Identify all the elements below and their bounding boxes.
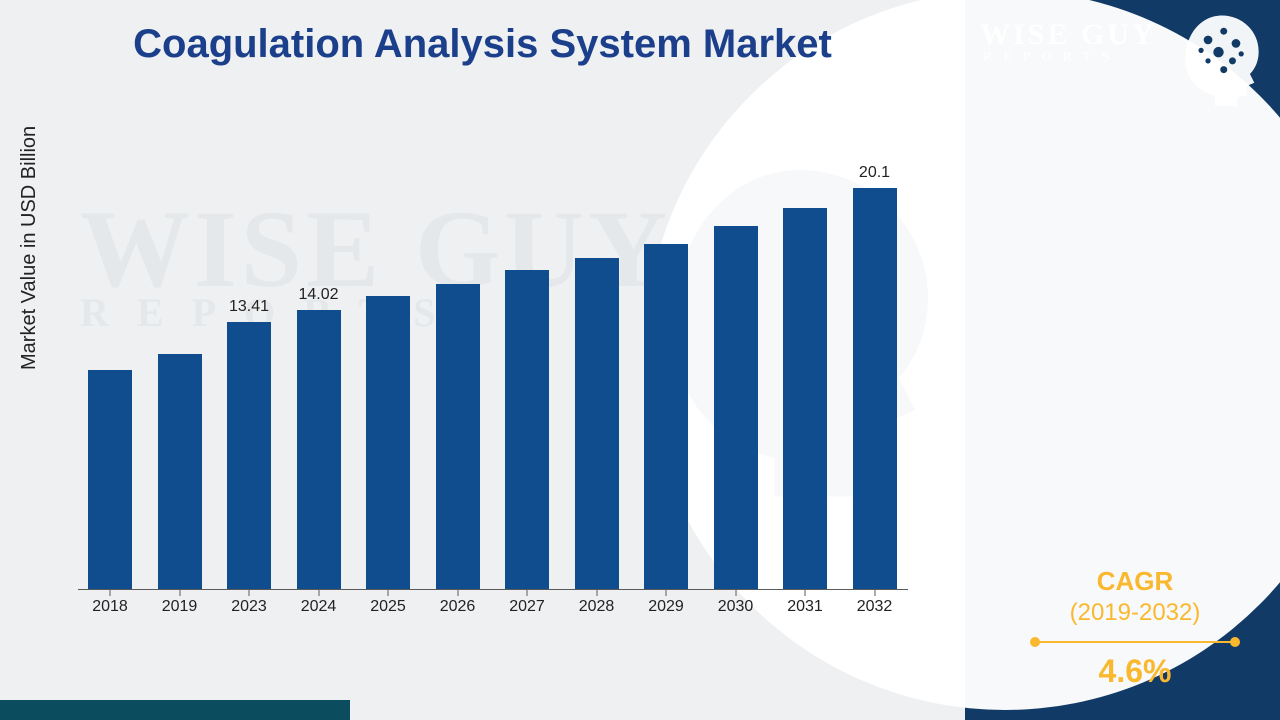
brand-logo: WISE GUY REPORTS [980,18,1260,66]
bar [505,270,549,590]
x-tick-mark [874,590,875,596]
x-tick-mark [805,590,806,596]
x-tick-label: 2031 [787,598,823,616]
x-tick-label: 2026 [440,598,476,616]
chart-plot: 13.4114.0220.1 2018201920232024202520262… [78,150,908,590]
bar-value-label: 20.1 [859,164,890,182]
footer-strip [0,700,350,720]
cagr-separator [1035,641,1235,643]
x-tick-label: 2028 [579,598,615,616]
bar [158,354,202,590]
cagr-value: 4.6% [990,653,1280,690]
chart-title: Coagulation Analysis System Market [0,22,965,67]
x-tick-label: 2029 [648,598,684,616]
x-tick-label: 2024 [301,598,337,616]
bar [575,258,619,590]
x-tick-label: 2027 [509,598,545,616]
bar: 14.02 [297,310,341,590]
cagr-label: CAGR [990,566,1280,597]
x-tick-mark [457,590,458,596]
x-tick-mark [388,590,389,596]
cagr-block: CAGR (2019-2032) 4.6% [990,566,1280,690]
bar: 20.1 [853,188,897,590]
bar [366,296,410,590]
x-tick-mark [110,590,111,596]
bar-group: 13.41 14.02 20.1 [78,150,908,590]
x-tick-label: 2023 [231,598,267,616]
x-tick-mark [666,590,667,596]
bar [783,208,827,590]
x-tick-mark [249,590,250,596]
x-tick-label: 2018 [92,598,128,616]
brand-head-icon [1178,12,1266,108]
x-tick-mark [735,590,736,596]
cagr-period: (2019-2032) [990,599,1280,627]
bar [644,244,688,590]
bar-value-label: 14.02 [298,286,338,304]
x-tick-label: 2032 [857,598,893,616]
x-tick-label: 2030 [718,598,754,616]
bar-value-label: 13.41 [229,298,269,316]
x-tick-mark [527,590,528,596]
bar [88,370,132,590]
canvas: WISE GUYREPORTS Coagulation Analysis Sys… [0,0,1280,720]
x-axis-line [78,589,908,590]
x-tick-label: 2019 [162,598,198,616]
x-tick-label: 2025 [370,598,406,616]
bar [436,284,480,590]
x-tick-mark [596,590,597,596]
bar [714,226,758,590]
y-axis-label: Market Value in USD Billion [18,126,41,370]
x-tick-mark [318,590,319,596]
bar: 13.41 [227,322,271,590]
x-tick-mark [179,590,180,596]
